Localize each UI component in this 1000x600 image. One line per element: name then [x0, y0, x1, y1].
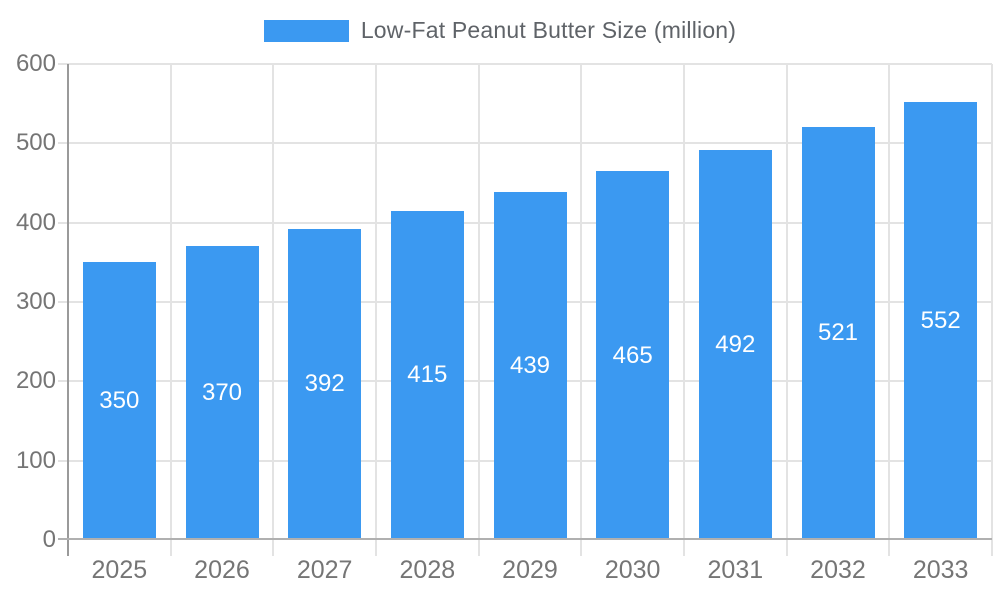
bar-value-label: 439 — [509, 351, 551, 379]
x-axis-tick-label: 2033 — [912, 556, 969, 584]
bar-value-label: 465 — [612, 341, 653, 369]
bar-value-label: 392 — [304, 370, 345, 398]
x-axis-tick-label: 2030 — [604, 556, 661, 584]
x-axis-tick-label: 2029 — [502, 556, 558, 584]
x-axis-tick-label: 2028 — [399, 556, 456, 584]
bar-2025: 350 — [82, 262, 156, 540]
y-axis-tick-label: 400 — [15, 208, 56, 236]
bar-value-label: 415 — [407, 361, 448, 389]
x-axis-tick-label: 2025 — [91, 556, 148, 584]
bar-2026: 370 — [185, 246, 259, 540]
bar-2028: 415 — [390, 210, 464, 540]
y-axis-line — [67, 64, 69, 556]
y-axis-tick-label: 500 — [15, 129, 56, 157]
gridline-vertical — [375, 64, 377, 556]
y-axis-tick-label: 100 — [15, 446, 56, 474]
gridline-vertical — [580, 64, 583, 556]
gridline-vertical — [683, 64, 685, 556]
gridline-vertical — [169, 64, 172, 556]
bar-2030: 465 — [596, 171, 670, 540]
bar-2027: 392 — [288, 229, 362, 540]
x-axis-tick-label: 2032 — [810, 556, 866, 584]
x-axis-tick-label: 2027 — [296, 556, 353, 584]
y-axis-tick-label: 300 — [15, 288, 56, 315]
y-axis-tick-label: 0 — [42, 526, 56, 553]
gridline-horizontal — [58, 63, 992, 65]
gridline-horizontal — [58, 142, 992, 145]
bar-value-label: 492 — [715, 330, 756, 358]
bar-value-label: 521 — [817, 319, 859, 347]
legend: Low-Fat Peanut Butter Size (million) — [0, 17, 1000, 44]
x-axis-tick-label: 2026 — [194, 556, 250, 584]
x-axis-tick-label: 2031 — [707, 556, 764, 584]
y-axis-tick-label: 600 — [15, 50, 56, 77]
bar-value-label: 350 — [99, 387, 140, 415]
bar-2031: 492 — [698, 149, 772, 540]
bar-2032: 521 — [801, 126, 875, 540]
bar-2033: 552 — [904, 102, 978, 540]
gridline-vertical — [888, 64, 891, 556]
gridline-vertical — [477, 64, 480, 556]
gridline-vertical — [785, 64, 788, 556]
legend-label: Low-Fat Peanut Butter Size (million) — [360, 17, 737, 43]
x-axis-baseline — [58, 538, 992, 540]
gridline-vertical — [272, 64, 275, 556]
legend-swatch — [263, 19, 349, 42]
bar-value-label: 370 — [201, 379, 243, 407]
y-axis-tick-label: 200 — [15, 367, 56, 395]
gridline-vertical — [991, 64, 993, 556]
bar-value-label: 552 — [920, 307, 961, 335]
bar-2029: 439 — [493, 191, 567, 540]
